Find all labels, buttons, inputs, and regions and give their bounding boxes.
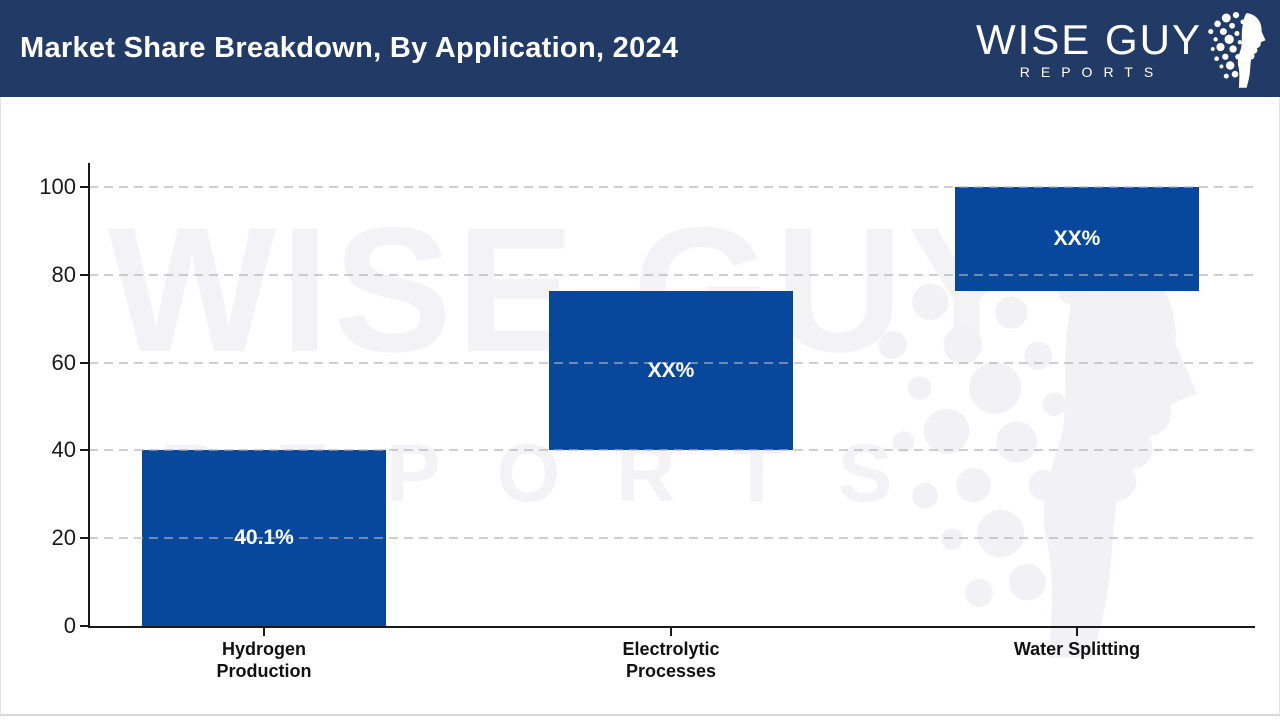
y-axis-tick [80,537,88,540]
y-tick-label: 100 [39,174,76,199]
header-bar: Market Share Breakdown, By Application, … [0,0,1280,97]
y-tick-label: 20 [51,525,76,551]
x-axis [88,626,1255,628]
grid-line [89,537,1255,540]
chart-area: WISE GUY REPORTS 40.1% XX% XX% 0 20 40 60 80 100… [0,97,1280,720]
y-tick-label: 40 [51,437,76,463]
bar [549,291,793,450]
left-border [0,97,1,717]
grid-line [89,449,1255,452]
brand-name: WISE GUY [975,16,1202,63]
wiseguy-head-icon [1208,11,1266,88]
bar-value-label: XX% [1053,227,1101,251]
x-category-label: Electrolytic Processes [622,639,720,681]
bar-value-label: XX% [647,358,695,382]
x-axis-tick [1076,628,1078,636]
y-axis [88,163,90,628]
y-axis-tick [80,186,88,188]
x-axis-tick [263,628,265,636]
grid-line [89,186,1255,188]
y-axis-tick [80,273,88,276]
bar-value-label: 40.1% [234,525,294,549]
brand-subname: REPORTS [1019,64,1165,80]
grid-line [89,361,1255,364]
x-category-label: Hydrogen Production [216,639,312,681]
y-axis-tick [80,361,88,364]
x-axis-tick [670,628,672,636]
y-tick-label: 60 [51,349,76,375]
y-tick-label: 0 [63,613,76,638]
y-axis-tick [80,625,88,627]
grid-line [89,273,1255,276]
brand-logo-text: WISE GUY REPORTS [975,16,1202,80]
x-category-label: Water Splitting [1013,639,1141,659]
bar [955,187,1199,292]
y-tick-label: 80 [51,261,76,287]
brand-logo: WISE GUY REPORTS [976,6,1266,92]
page-title: Market Share Breakdown, By Application, … [20,32,679,64]
bottom-border [0,714,1280,716]
y-axis-tick [80,449,88,452]
